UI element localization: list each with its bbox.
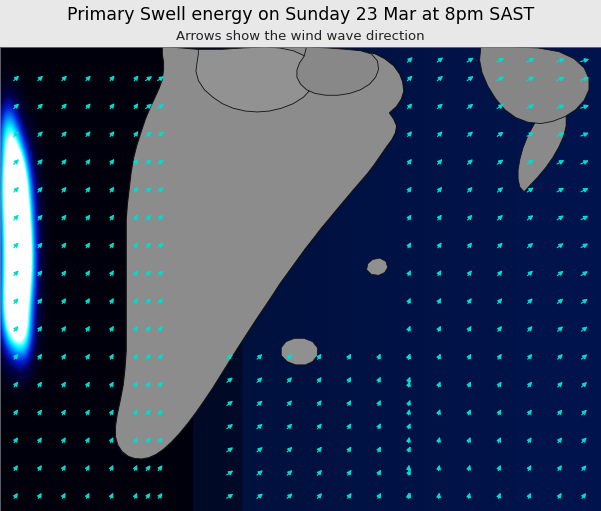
Polygon shape: [518, 94, 566, 192]
Polygon shape: [196, 47, 316, 112]
Text: Primary Swell energy on Sunday 23 Mar at 8pm SAST: Primary Swell energy on Sunday 23 Mar at…: [67, 6, 534, 24]
Polygon shape: [480, 47, 589, 124]
Polygon shape: [367, 258, 388, 275]
Polygon shape: [297, 47, 379, 95]
Polygon shape: [281, 338, 317, 365]
Polygon shape: [115, 47, 404, 459]
Text: Arrows show the wind wave direction: Arrows show the wind wave direction: [176, 30, 425, 43]
